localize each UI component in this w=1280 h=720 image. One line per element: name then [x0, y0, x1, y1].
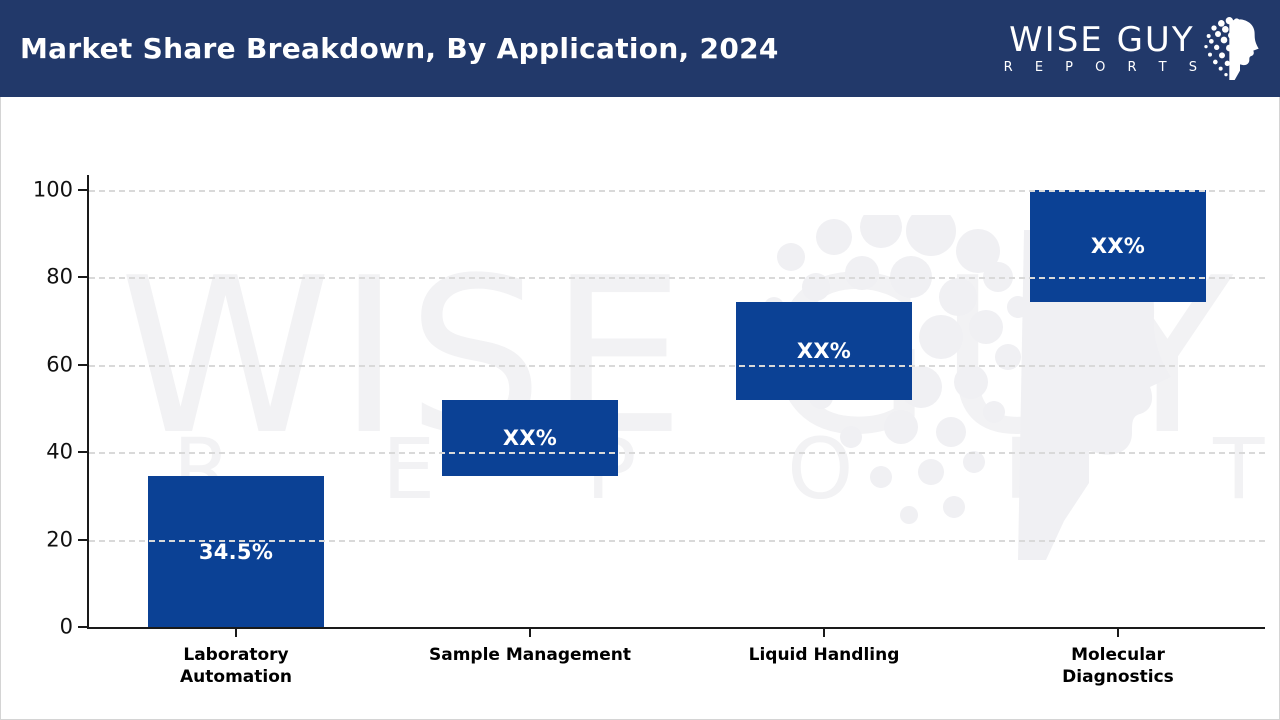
gridline-80 — [89, 277, 1265, 280]
y-tick-100 — [78, 189, 87, 192]
chart-area: WISE GUY R E P O R T S 02040608010034.5%… — [0, 97, 1280, 720]
x-tick-laboratory-automation — [235, 629, 237, 637]
gridline-20 — [89, 539, 1265, 542]
gridline-100 — [89, 190, 1265, 193]
x-label-liquid-handling: Liquid Handling — [748, 645, 900, 665]
page-title: Market Share Breakdown, By Application, … — [20, 32, 779, 65]
gridline-40 — [89, 452, 1265, 455]
bar-liquid-handling: XX% — [736, 301, 912, 400]
y-tick-0 — [78, 626, 87, 628]
logo-wordmark: WISE GUY R E P O R T S — [998, 23, 1206, 75]
x-label-molecular-diagnostics: Molecular Diagnostics — [1062, 645, 1174, 688]
x-axis-line — [87, 627, 1265, 629]
header-bar: Market Share Breakdown, By Application, … — [0, 0, 1280, 97]
bar-molecular-diagnostics: XX% — [1030, 190, 1206, 302]
bar-value-label: 34.5% — [198, 539, 274, 564]
y-tick-label-20: 20 — [46, 527, 73, 552]
x-label-laboratory-automation: Laboratory Automation — [180, 645, 292, 688]
y-tick-40 — [78, 451, 87, 454]
bar-laboratory-automation: 34.5% — [148, 476, 324, 627]
x-label-sample-management: Sample Management — [428, 645, 631, 665]
bar-value-label: XX% — [796, 338, 852, 363]
bar-value-label: XX% — [1090, 233, 1146, 258]
y-tick-80 — [78, 276, 87, 279]
plot-area: 0 20 40 60 80 100 34.5% Laboratory Automation XX… — [33, 175, 1265, 687]
gridline-60 — [89, 364, 1265, 367]
y-tick-label-40: 40 — [46, 439, 73, 464]
y-tick-label-0: 0 — [59, 614, 73, 639]
y-tick-label-80: 80 — [46, 264, 73, 289]
x-tick-molecular-diagnostics — [1117, 629, 1119, 637]
bar-value-label: XX% — [502, 426, 558, 451]
y-tick-60 — [78, 363, 87, 366]
x-tick-sample-management — [529, 629, 531, 637]
x-tick-liquid-handling — [823, 629, 825, 637]
wise-guy-face-icon — [1204, 16, 1259, 80]
y-axis-line — [87, 175, 89, 629]
logo-wordmark-main: WISE GUY — [1009, 19, 1195, 60]
bar-sample-management: XX% — [442, 399, 618, 477]
wise-guy-logo: WISE GUY R E P O R T S — [998, 10, 1262, 88]
logo-wordmark-sub: R E P O R T S — [1003, 59, 1206, 75]
y-tick-label-60: 60 — [46, 352, 73, 377]
y-tick-label-100: 100 — [32, 177, 73, 202]
y-tick-20 — [78, 538, 87, 541]
